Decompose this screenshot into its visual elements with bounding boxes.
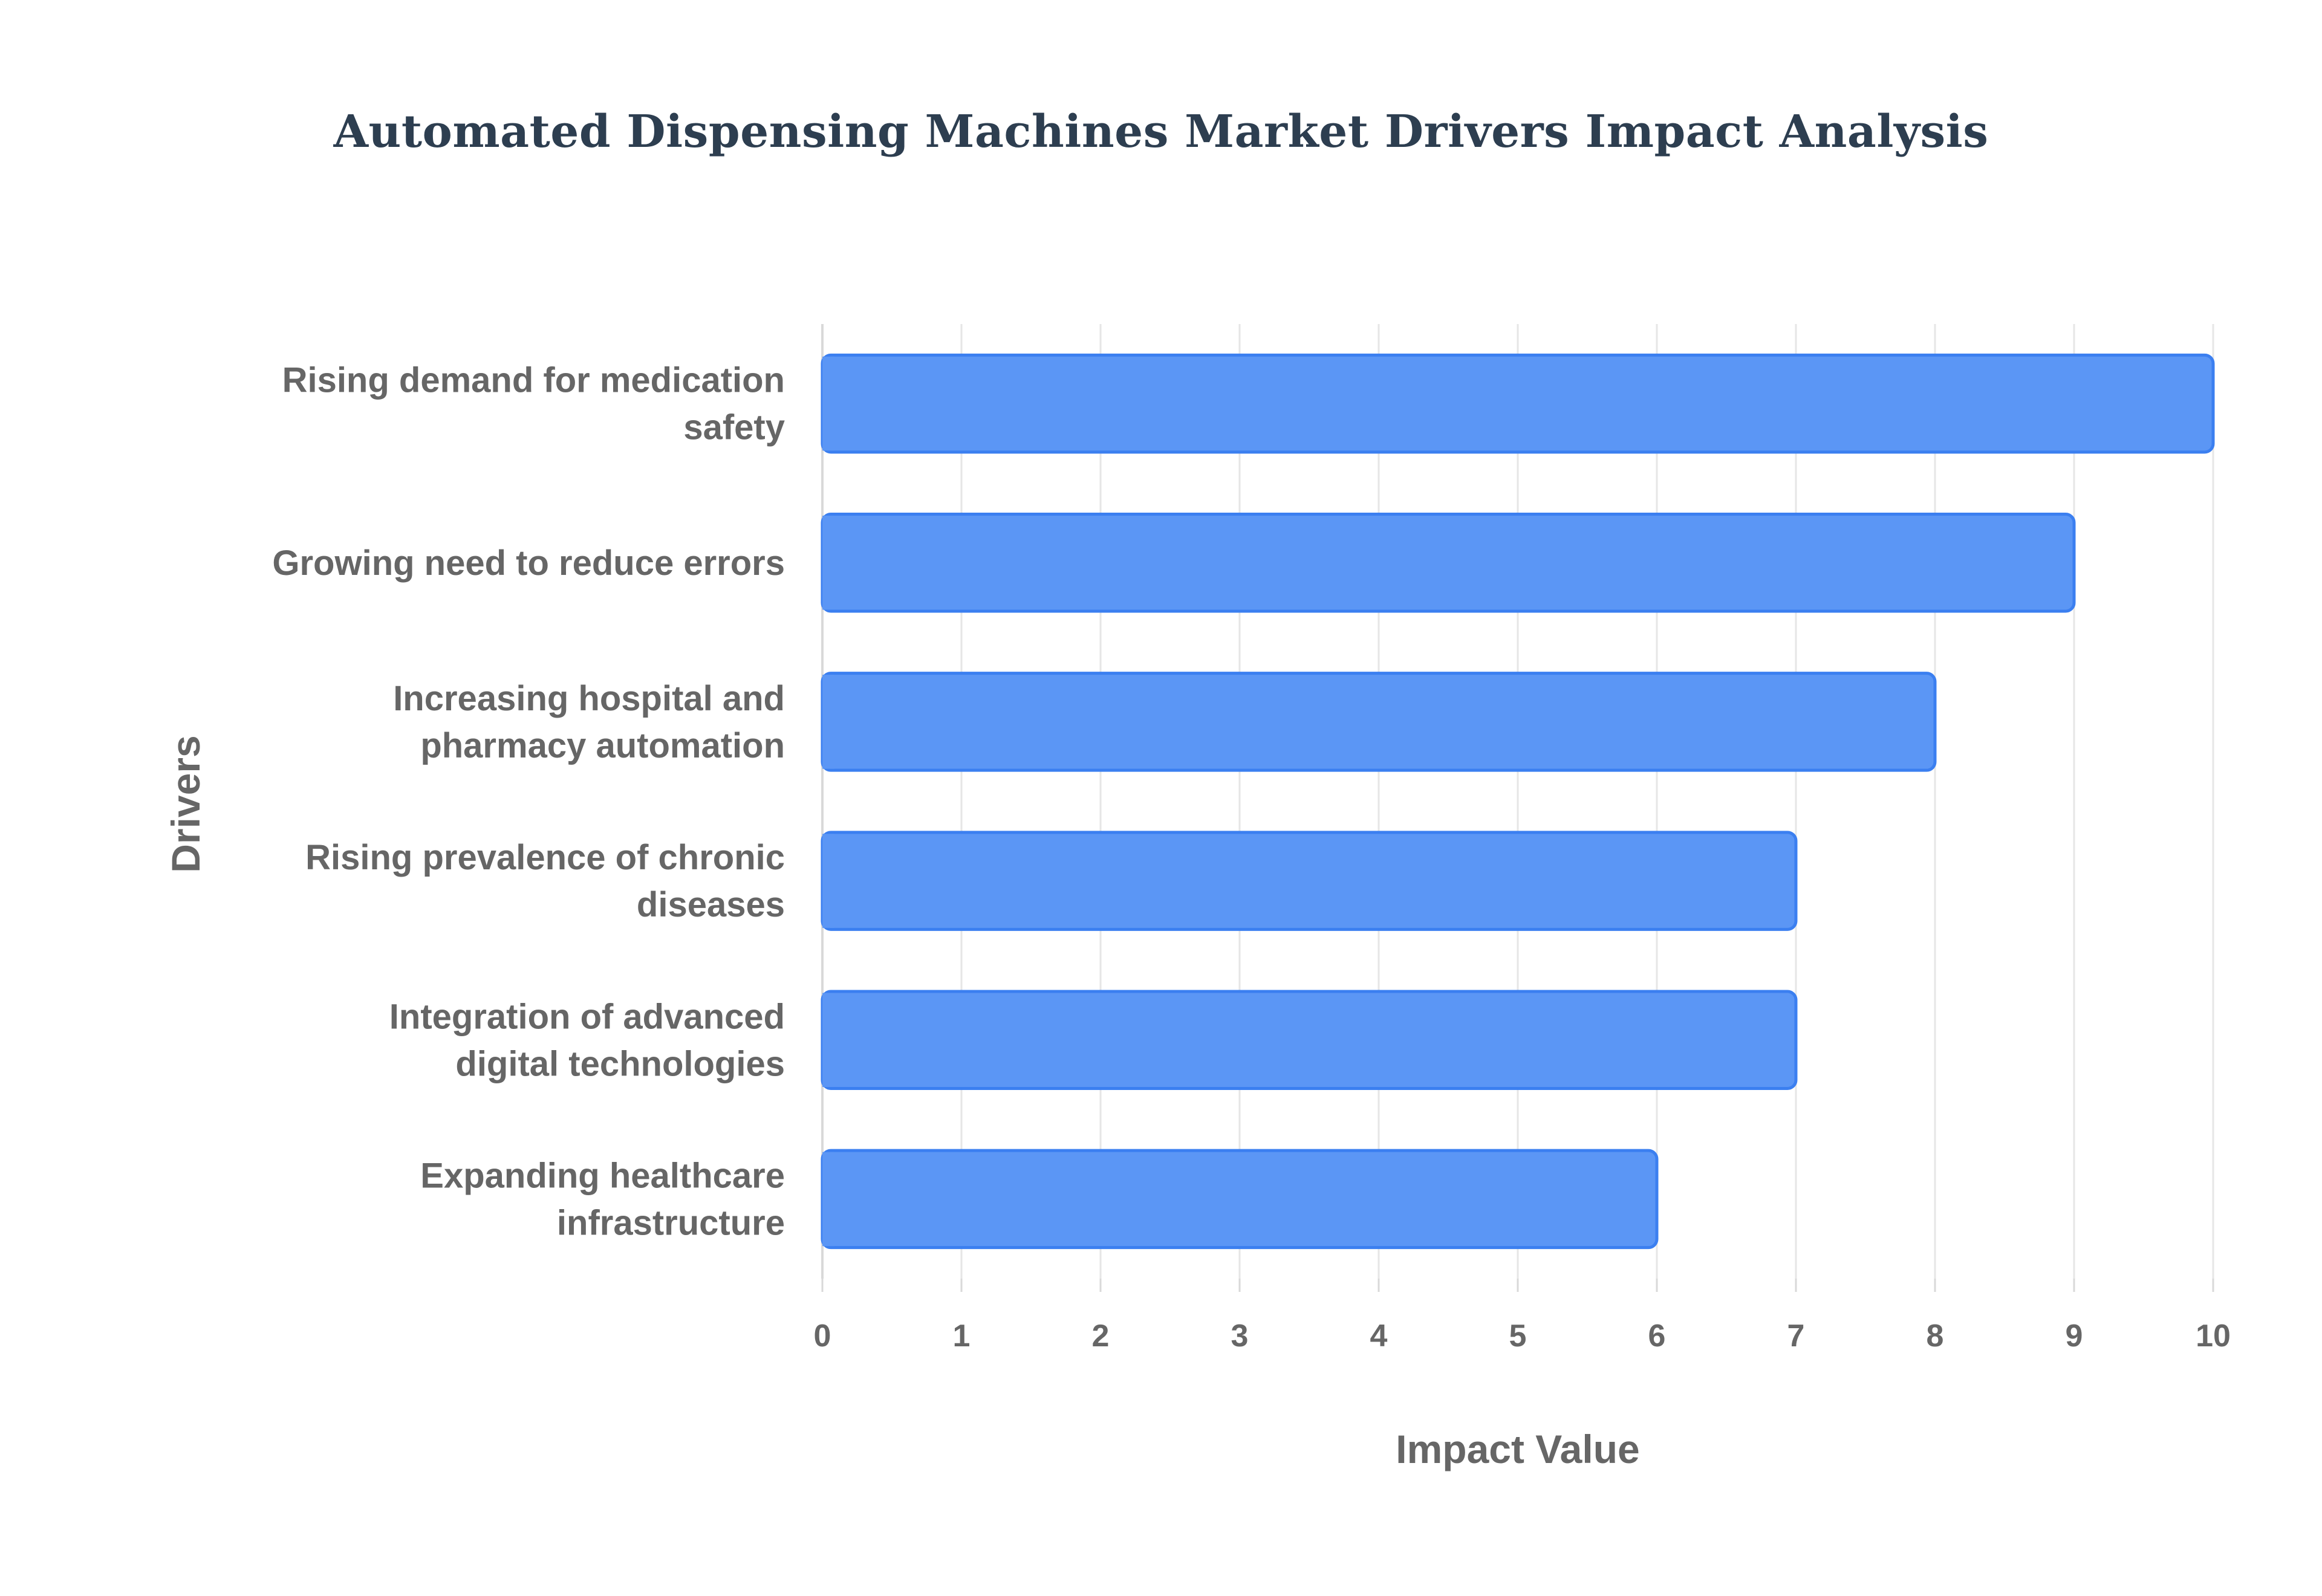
category-label-2-line-1: Growing need to reduce errors — [272, 543, 785, 583]
bar-6 — [821, 1149, 1659, 1250]
grid-lines — [821, 324, 2214, 1292]
category-label-2: Growing need to reduce errors — [272, 543, 785, 583]
category-label-3-line-1: Increasing hospital and — [393, 679, 785, 718]
bar-3-base — [822, 675, 834, 769]
category-label-6-line-2: infrastructure — [557, 1203, 785, 1242]
x-tick-label-7: 7 — [1787, 1319, 1805, 1354]
y-axis-title: Drivers — [163, 735, 208, 873]
x-tick-label-9: 9 — [2066, 1319, 2083, 1354]
x-tick-label-0: 0 — [814, 1319, 831, 1354]
category-label-4-line-2: diseases — [637, 885, 785, 924]
bar-6-base — [822, 1152, 834, 1247]
category-label-6: Expanding healthcare infrastructure — [420, 1156, 785, 1242]
bar-5 — [821, 990, 1798, 1091]
category-label-5-line-2: digital technologies — [455, 1044, 785, 1083]
x-tick-label-1: 1 — [953, 1319, 971, 1354]
bar-1-base — [822, 356, 834, 451]
category-label-3: Increasing hospital and pharmacy automati… — [393, 679, 785, 765]
bar-2-base — [822, 515, 834, 610]
x-tick-labels: 0 1 2 3 4 5 6 7 8 9 10 — [814, 1319, 2231, 1354]
chart-title: Automated Dispensing Machines Market Dri… — [333, 106, 1989, 158]
x-tick-label-5: 5 — [1509, 1319, 1527, 1354]
category-label-4: Rising prevalence of chronic diseases — [305, 838, 785, 924]
bar-1 — [821, 353, 2215, 454]
x-tick-label-8: 8 — [1927, 1319, 1944, 1354]
bar-4-base — [822, 834, 834, 928]
x-tick-label-3: 3 — [1231, 1319, 1249, 1354]
x-tick-label-10: 10 — [2196, 1319, 2231, 1354]
category-label-6-line-1: Expanding healthcare — [420, 1156, 785, 1195]
category-label-3-line-2: pharmacy automation — [420, 726, 785, 765]
x-tick-label-2: 2 — [1092, 1319, 1110, 1354]
x-axis-title: Impact Value — [1396, 1427, 1640, 1471]
bar-2 — [821, 512, 2076, 613]
category-label-1-line-2: safety — [683, 408, 785, 447]
category-label-5-line-1: Integration of advanced — [389, 997, 785, 1036]
bars — [821, 353, 2215, 1250]
bar-4 — [821, 831, 1798, 931]
x-tick-label-6: 6 — [1648, 1319, 1666, 1354]
x-tick-label-4: 4 — [1370, 1319, 1388, 1354]
bar-5-base — [822, 993, 834, 1088]
category-label-1: Rising demand for medication safety — [282, 361, 785, 447]
category-label-1-line-1: Rising demand for medication — [282, 361, 785, 400]
category-labels: Rising demand for medication safety Growin… — [272, 361, 785, 1243]
category-label-5: Integration of advanced digital technolog… — [389, 997, 785, 1083]
bar-3 — [821, 672, 1937, 772]
category-label-4-line-1: Rising prevalence of chronic — [305, 838, 785, 877]
